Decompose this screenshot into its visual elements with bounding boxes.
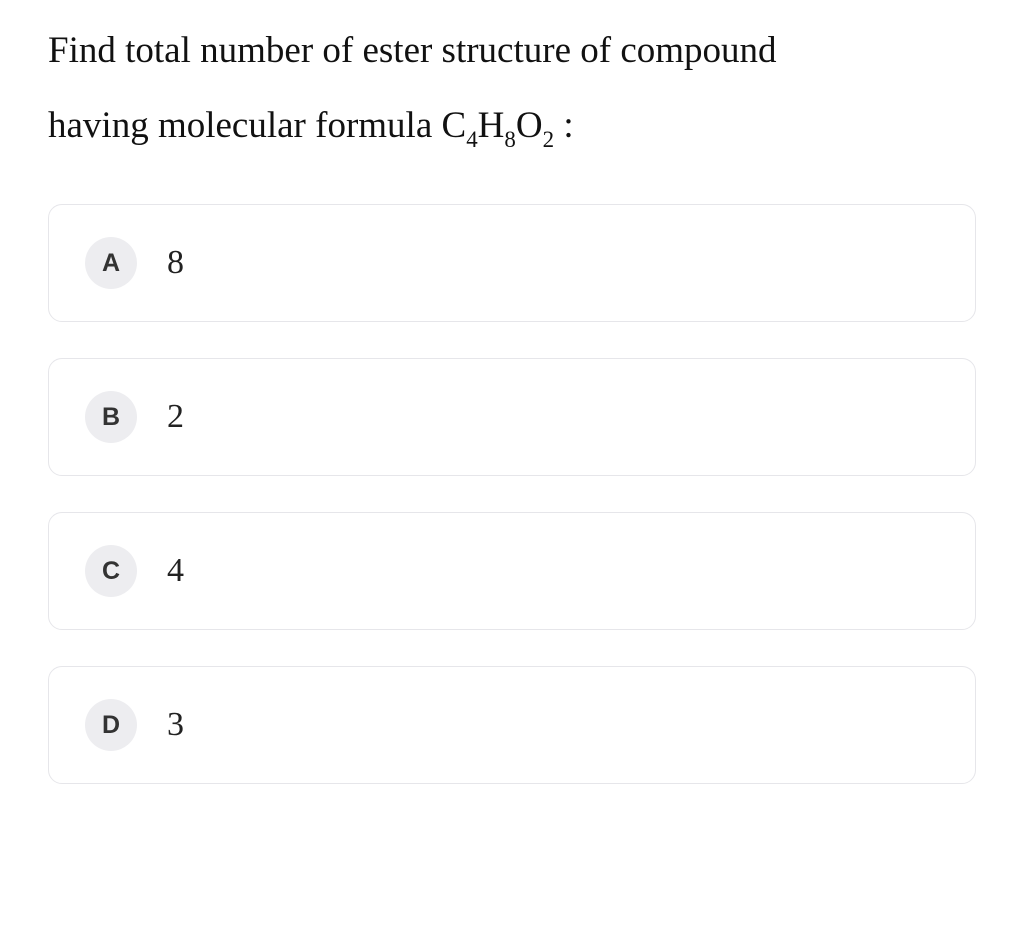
option-value: 2 — [167, 398, 184, 436]
formula-H-sub: 8 — [504, 127, 515, 152]
option-letter: D — [85, 699, 137, 751]
question-line-2-pre: having molecular formula — [48, 105, 442, 146]
option-c[interactable]: C 4 — [48, 512, 976, 630]
option-letter: C — [85, 545, 137, 597]
option-b[interactable]: B 2 — [48, 358, 976, 476]
formula-H: H — [478, 105, 505, 146]
options-list: A 8 B 2 C 4 D 3 — [48, 204, 976, 784]
option-letter: A — [85, 237, 137, 289]
question-line-2: having molecular formula C4H8O2 : — [48, 97, 976, 156]
question-line-2-post: : — [554, 105, 574, 146]
page: Find total number of ester structure of … — [0, 0, 1024, 784]
formula-O: O — [516, 105, 543, 146]
question-line-1: Find total number of ester structure of … — [48, 22, 976, 79]
formula-C: C — [442, 105, 467, 146]
formula-O-sub: 2 — [543, 127, 554, 152]
option-a[interactable]: A 8 — [48, 204, 976, 322]
option-value: 3 — [167, 706, 184, 744]
option-letter: B — [85, 391, 137, 443]
option-value: 4 — [167, 552, 184, 590]
formula-C-sub: 4 — [466, 127, 477, 152]
option-value: 8 — [167, 244, 184, 282]
option-d[interactable]: D 3 — [48, 666, 976, 784]
